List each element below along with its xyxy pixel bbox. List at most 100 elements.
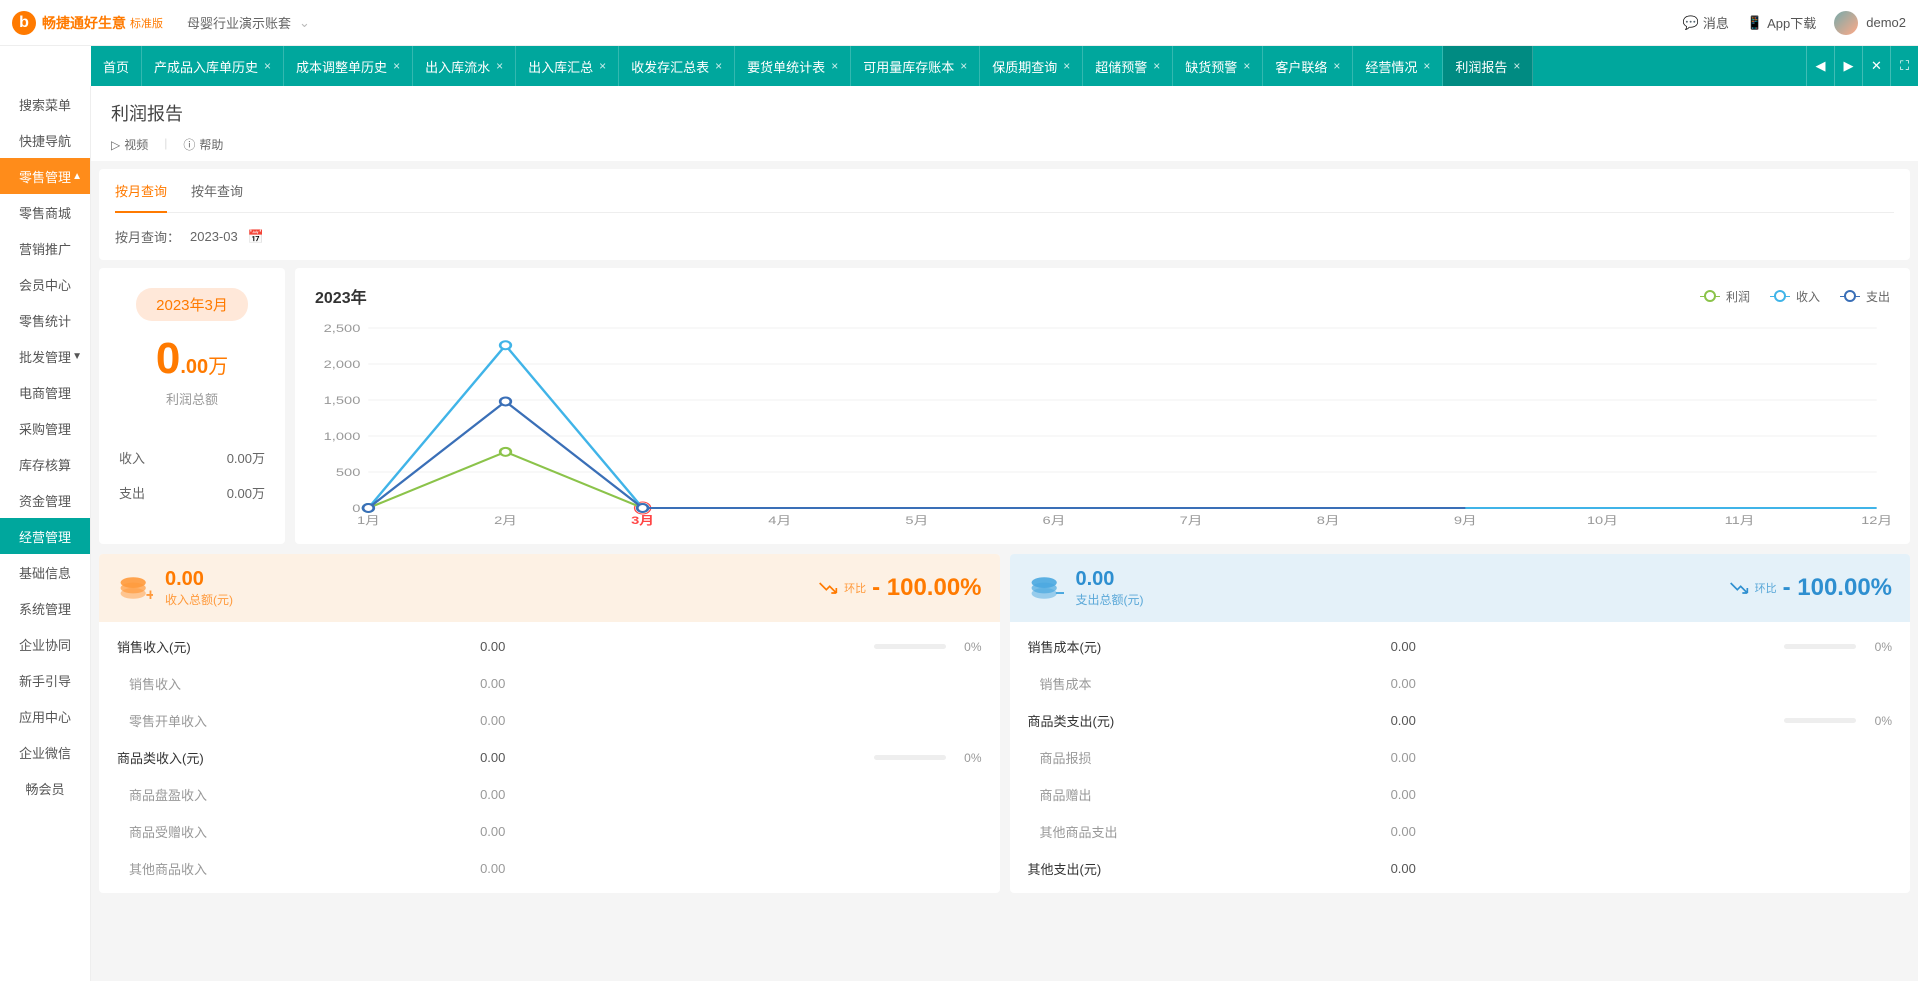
close-icon[interactable]: ×	[1423, 59, 1430, 73]
svg-text:5月: 5月	[905, 514, 928, 527]
close-icon[interactable]: ×	[264, 59, 271, 73]
svg-text:2,000: 2,000	[324, 358, 361, 371]
summary-card: 2023年3月 0.00万 利润总额 收入0.00万支出0.00万	[99, 268, 285, 544]
tab-scroll-right[interactable]: ▶	[1834, 46, 1862, 86]
help-link[interactable]: ⓘ 帮助	[183, 136, 223, 153]
tab[interactable]: 经营情况×	[1353, 46, 1443, 86]
calendar-icon[interactable]: 📅	[248, 229, 264, 245]
chart-card: 2023年 利润收入支出 05001,0001,5002,0002,5001月2…	[295, 268, 1910, 544]
user-menu[interactable]: demo2	[1834, 11, 1906, 35]
legend-item[interactable]: 支出	[1840, 288, 1890, 305]
progress-bar	[1784, 718, 1856, 723]
progress-bar	[874, 755, 946, 760]
breakdown-row: 商品受赠收入0.00	[117, 813, 982, 850]
content: 利润报告 ▷ 视频 | ⓘ 帮助 按月查询按年查询 按月查询：	[91, 86, 1918, 981]
video-link[interactable]: ▷ 视频	[111, 136, 148, 153]
close-icon[interactable]: ×	[496, 59, 503, 73]
close-icon[interactable]: ×	[1243, 59, 1250, 73]
breakdown-row: 商品盘盈收入0.00	[117, 776, 982, 813]
tab-scroll-left[interactable]: ◀	[1806, 46, 1834, 86]
close-icon[interactable]: ×	[715, 59, 722, 73]
svg-text:8月: 8月	[1317, 514, 1340, 527]
svg-text:1月: 1月	[357, 514, 380, 527]
messages-link[interactable]: 💬 消息	[1683, 13, 1729, 32]
sidebar: 搜索菜单快捷导航零售管理▲零售商城营销推广会员中心零售统计批发管理▼电商管理采购…	[0, 86, 91, 981]
breadcrumb[interactable]: 母婴行业演示账套 ⌄	[187, 13, 310, 32]
expense-card: − 0.00 支出总额(元) 环比 - 100.00% 销售成本(元)0.000…	[1010, 554, 1911, 893]
logo-sub: 标准版	[130, 15, 163, 31]
close-icon[interactable]: ×	[1063, 59, 1070, 73]
tab[interactable]: 要货单统计表×	[735, 46, 851, 86]
close-icon[interactable]: ×	[1513, 59, 1520, 73]
sidebar-item[interactable]: 采购管理	[0, 410, 90, 446]
breakdown-row: 商品类支出(元)0.000%	[1028, 702, 1893, 739]
close-icon[interactable]: ×	[393, 59, 400, 73]
sub-tab[interactable]: 按年查询	[191, 169, 243, 212]
tab[interactable]: 保质期查询×	[980, 46, 1083, 86]
sidebar-item[interactable]: 会员中心	[0, 266, 90, 302]
chevron-down-icon: ⌄	[299, 15, 310, 31]
tab[interactable]: 超储预警×	[1083, 46, 1173, 86]
tab[interactable]: 缺货预警×	[1173, 46, 1263, 86]
close-icon[interactable]: ×	[960, 59, 967, 73]
sidebar-item[interactable]: 资金管理	[0, 482, 90, 518]
sidebar-item[interactable]: 库存核算	[0, 446, 90, 482]
tab[interactable]: 成本调整单历史×	[284, 46, 413, 86]
sidebar-item[interactable]: 系统管理	[0, 590, 90, 626]
sidebar-item[interactable]: 企业协同	[0, 626, 90, 662]
sidebar-item[interactable]: 搜索菜单	[0, 86, 90, 122]
tab[interactable]: 产成品入库单历史×	[142, 46, 284, 86]
tab[interactable]: 收发存汇总表×	[619, 46, 735, 86]
sidebar-item[interactable]: 企业微信	[0, 734, 90, 770]
legend-item[interactable]: 利润	[1700, 288, 1750, 305]
trend-down-icon	[818, 581, 838, 595]
close-icon[interactable]: ×	[831, 59, 838, 73]
tab[interactable]: 客户联络×	[1263, 46, 1353, 86]
breakdown-row: 零售开单收入0.00	[117, 702, 982, 739]
sidebar-item[interactable]: 零售管理▲	[0, 158, 90, 194]
svg-text:12月: 12月	[1861, 514, 1890, 527]
close-icon[interactable]: ×	[1153, 59, 1160, 73]
breakdown-row: 商品类收入(元)0.000%	[117, 739, 982, 776]
income-label: 收入总额(元)	[165, 591, 233, 608]
expense-icon: −	[1028, 570, 1064, 606]
sidebar-item[interactable]: 零售商城	[0, 194, 90, 230]
tab[interactable]: 出入库汇总×	[516, 46, 619, 86]
tab[interactable]: 可用量库存账本×	[851, 46, 980, 86]
chart-title: 2023年	[315, 284, 367, 308]
sidebar-item[interactable]: 零售统计	[0, 302, 90, 338]
sidebar-item[interactable]: 经营管理	[0, 518, 90, 554]
tab[interactable]: 首页	[91, 46, 142, 86]
tab[interactable]: 出入库流水×	[413, 46, 516, 86]
sidebar-item[interactable]: 畅会员	[0, 770, 90, 806]
legend-item[interactable]: 收入	[1770, 288, 1820, 305]
sidebar-item[interactable]: 营销推广	[0, 230, 90, 266]
close-icon[interactable]: ×	[1333, 59, 1340, 73]
app-download-link[interactable]: 📱 App下载	[1747, 13, 1816, 32]
sidebar-item[interactable]: 新手引导	[0, 662, 90, 698]
svg-text:6月: 6月	[1043, 514, 1066, 527]
sidebar-item[interactable]: 快捷导航	[0, 122, 90, 158]
svg-text:500: 500	[336, 466, 360, 479]
sidebar-item[interactable]: 批发管理▼	[0, 338, 90, 374]
tab-close-all[interactable]: ✕	[1862, 46, 1890, 86]
top-header: b 畅捷通好生意 标准版 母婴行业演示账套 ⌄ 💬 消息 📱 App下载 dem…	[0, 0, 1918, 46]
logo[interactable]: b 畅捷通好生意	[12, 11, 126, 35]
app-label: App下载	[1767, 13, 1816, 32]
fullscreen-icon[interactable]: ⛶	[1890, 46, 1918, 86]
breakdown-row: 销售成本0.00	[1028, 665, 1893, 702]
sidebar-item[interactable]: 应用中心	[0, 698, 90, 734]
sidebar-item[interactable]: 基础信息	[0, 554, 90, 590]
tab[interactable]: 利润报告×	[1443, 46, 1533, 86]
expense-label: 支出总额(元)	[1076, 591, 1144, 608]
close-icon[interactable]: ×	[599, 59, 606, 73]
income-delta-label: 环比	[844, 580, 866, 596]
sidebar-item[interactable]: 电商管理	[0, 374, 90, 410]
avatar	[1834, 11, 1858, 35]
profit-unit: 万	[208, 356, 228, 378]
svg-text:9月: 9月	[1454, 514, 1477, 527]
sub-tab[interactable]: 按月查询	[115, 169, 167, 212]
help-icon: ⓘ	[183, 136, 195, 153]
income-value: 0.00	[165, 568, 233, 591]
svg-text:10月: 10月	[1587, 514, 1618, 527]
